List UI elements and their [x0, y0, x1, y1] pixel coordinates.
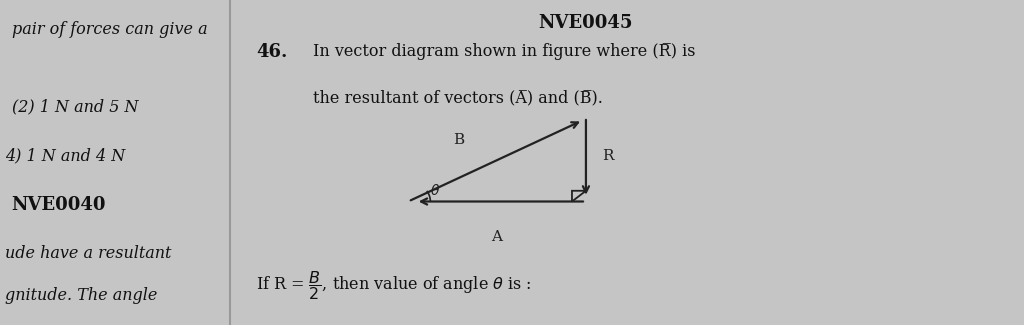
Text: NVE0045: NVE0045	[539, 14, 633, 32]
Text: 46.: 46.	[256, 43, 287, 61]
Text: the resultant of vectors (A̅) and (B̅).: the resultant of vectors (A̅) and (B̅).	[313, 89, 603, 106]
Text: NVE0040: NVE0040	[11, 196, 106, 214]
Text: (2) 1 N and 5 N: (2) 1 N and 5 N	[11, 99, 138, 116]
Text: B: B	[454, 133, 465, 147]
Text: pair of forces can give a: pair of forces can give a	[11, 21, 207, 38]
Text: A: A	[492, 230, 503, 244]
Text: R: R	[602, 149, 613, 163]
Text: gnitude. The angle: gnitude. The angle	[5, 287, 157, 304]
Text: ude have a resultant: ude have a resultant	[5, 245, 171, 262]
Text: If R = $\dfrac{B}{2}$, then value of angle $\theta$ is :: If R = $\dfrac{B}{2}$, then value of ang…	[256, 269, 531, 303]
Text: 4) 1 N and 4 N: 4) 1 N and 4 N	[5, 148, 125, 164]
Text: In vector diagram shown in figure where (R̅) is: In vector diagram shown in figure where …	[313, 44, 695, 60]
Text: $\theta$: $\theta$	[430, 183, 440, 198]
